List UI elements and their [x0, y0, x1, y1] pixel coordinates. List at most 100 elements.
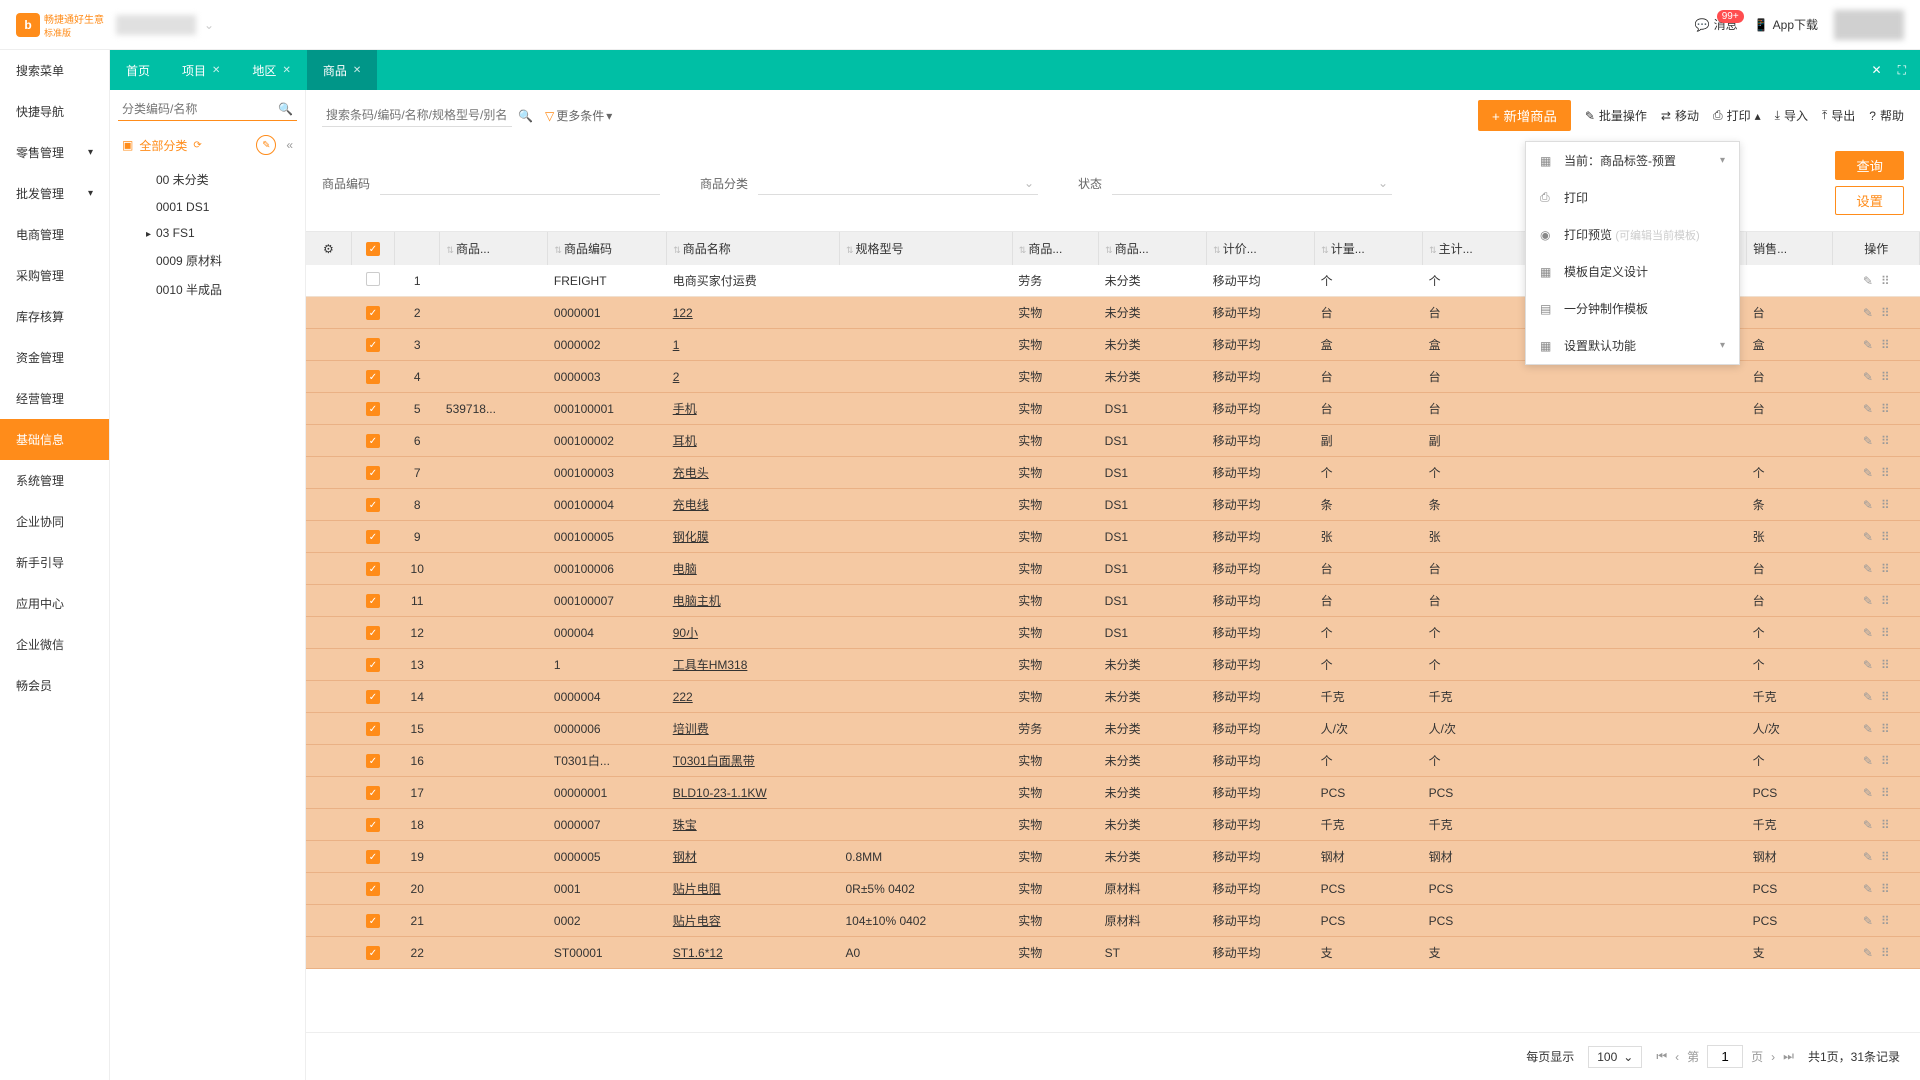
sidebar-item[interactable]: 采购管理 — [0, 255, 109, 296]
edit-icon[interactable]: ✎ — [1863, 658, 1873, 672]
template-design-action[interactable]: ▦ 模板自定义设计 — [1526, 253, 1739, 290]
edit-icon[interactable]: ✎ — [1863, 818, 1873, 832]
product-name-link[interactable]: 贴片电容 — [673, 914, 721, 928]
more-icon[interactable]: ⠿ — [1881, 946, 1890, 960]
table-row[interactable]: ✓5539718...000100001手机实物DS1移动平均台台台✎⠿ — [306, 393, 1920, 425]
more-icon[interactable]: ⠿ — [1881, 402, 1890, 416]
edit-icon[interactable]: ✎ — [1863, 882, 1873, 896]
more-icon[interactable]: ⠿ — [1881, 882, 1890, 896]
row-checkbox[interactable]: ✓ — [366, 338, 380, 352]
table-row[interactable]: ✓210002贴片电容104±10% 0402实物原材料移动平均PCSPCSPC… — [306, 905, 1920, 937]
row-checkbox[interactable]: ✓ — [366, 402, 380, 416]
print-action[interactable]: ⎙ 打印 — [1526, 179, 1739, 216]
more-icon[interactable]: ⠿ — [1881, 498, 1890, 512]
row-checkbox[interactable]: ✓ — [366, 722, 380, 736]
edit-icon[interactable]: ✎ — [1863, 914, 1873, 928]
product-name-link[interactable]: BLD10-23-1.1KW — [673, 786, 767, 800]
sidebar-item[interactable]: 基础信息 — [0, 419, 109, 460]
product-name-link[interactable]: 充电线 — [673, 498, 709, 512]
refresh-icon[interactable]: ⟳ — [193, 140, 201, 151]
print-preview-action[interactable]: ◉ 打印预览 (可编辑当前模板) — [1526, 216, 1739, 253]
tab[interactable]: 项目✕ — [166, 50, 236, 90]
checkbox-column[interactable]: ✓ — [351, 232, 394, 265]
add-product-button[interactable]: + 新增商品 — [1478, 100, 1571, 131]
row-checkbox[interactable]: ✓ — [366, 594, 380, 608]
category-column[interactable]: ⇅商品... — [1099, 232, 1207, 265]
row-checkbox[interactable]: ✓ — [366, 882, 380, 896]
row-checkbox[interactable]: ✓ — [366, 658, 380, 672]
row-checkbox[interactable]: ✓ — [366, 466, 380, 480]
product-name-link[interactable]: T0301白面黑带 — [673, 754, 755, 768]
product-name-link[interactable]: 耳机 — [673, 434, 697, 448]
barcode-column[interactable]: ⇅商品... — [440, 232, 548, 265]
row-checkbox[interactable]: ✓ — [366, 530, 380, 544]
table-row[interactable]: ✓8000100004充电线实物DS1移动平均条条条✎⠿ — [306, 489, 1920, 521]
first-page-button[interactable]: ⏮ — [1656, 1049, 1667, 1064]
product-name-link[interactable]: 电脑主机 — [673, 594, 721, 608]
more-icon[interactable]: ⠿ — [1881, 274, 1890, 288]
page-input[interactable] — [1707, 1045, 1743, 1068]
messages-button[interactable]: 💬 消息 99+ — [1695, 16, 1738, 33]
next-page-button[interactable]: › — [1771, 1050, 1775, 1064]
close-icon[interactable]: ✕ — [353, 65, 361, 76]
edit-icon[interactable]: ✎ — [1863, 946, 1873, 960]
table-row[interactable]: ✓190000005钢材0.8MM实物未分类移动平均钢材钢材钢材✎⠿ — [306, 841, 1920, 873]
table-row[interactable]: ✓22ST00001ST1.6*12A0实物ST移动平均支支支✎⠿ — [306, 937, 1920, 969]
last-page-button[interactable]: ⏭ — [1783, 1049, 1794, 1064]
category-tree-item[interactable]: ▸03 FS1 — [130, 220, 297, 246]
filter-category-select[interactable]: ⌄ — [758, 172, 1038, 195]
row-checkbox[interactable]: ✓ — [366, 370, 380, 384]
sidebar-item[interactable]: 资金管理 — [0, 337, 109, 378]
sidebar-item[interactable]: 经营管理 — [0, 378, 109, 419]
more-conditions-button[interactable]: ▽ 更多条件 ▾ — [545, 107, 612, 124]
batch-button[interactable]: ✎批量操作 — [1585, 107, 1647, 124]
edit-icon[interactable]: ✎ — [1863, 722, 1873, 736]
category-tree-item[interactable]: 0009 原材料 — [130, 246, 297, 275]
more-icon[interactable]: ⠿ — [1881, 466, 1890, 480]
sidebar-item[interactable]: 企业微信 — [0, 624, 109, 665]
row-checkbox[interactable]: ✓ — [366, 498, 380, 512]
edit-icon[interactable]: ✎ — [1863, 306, 1873, 320]
row-checkbox[interactable]: ✓ — [366, 690, 380, 704]
sidebar-item[interactable]: 新手引导 — [0, 542, 109, 583]
table-row[interactable]: ✓10000100006电脑实物DS1移动平均台台台✎⠿ — [306, 553, 1920, 585]
edit-icon[interactable]: ✎ — [1863, 338, 1873, 352]
edit-icon[interactable]: ✎ — [1863, 850, 1873, 864]
sidebar-item[interactable]: 快捷导航 — [0, 91, 109, 132]
more-icon[interactable]: ⠿ — [1881, 850, 1890, 864]
unit-column[interactable]: ⇅计量... — [1315, 232, 1423, 265]
product-name-link[interactable]: 钢化膜 — [673, 530, 709, 544]
name-column[interactable]: ⇅商品名称 — [667, 232, 840, 265]
tab[interactable]: 地区✕ — [236, 50, 306, 90]
product-name-link[interactable]: 222 — [673, 690, 693, 704]
more-icon[interactable]: ⠿ — [1881, 434, 1890, 448]
table-row[interactable]: ✓140000004222实物未分类移动平均千克千克千克✎⠿ — [306, 681, 1920, 713]
gear-column[interactable]: ⚙ — [306, 232, 351, 265]
more-icon[interactable]: ⠿ — [1881, 690, 1890, 704]
product-name-link[interactable]: 2 — [673, 370, 680, 384]
tab-close-all-icon[interactable]: ✕ — [1868, 59, 1886, 81]
category-tree-item[interactable]: 0010 半成品 — [130, 275, 297, 304]
main-unit-column[interactable]: ⇅主计... — [1423, 232, 1531, 265]
product-name-link[interactable]: ST1.6*12 — [673, 946, 723, 960]
table-row[interactable]: ✓1200000490小实物DS1移动平均个个个✎⠿ — [306, 617, 1920, 649]
table-row[interactable]: ✓180000007珠宝实物未分类移动平均千克千克千克✎⠿ — [306, 809, 1920, 841]
more-icon[interactable]: ⠿ — [1881, 338, 1890, 352]
more-icon[interactable]: ⠿ — [1881, 370, 1890, 384]
more-icon[interactable]: ⠿ — [1881, 626, 1890, 640]
logo[interactable]: b 畅捷通好生意 标准版 — [16, 11, 116, 39]
edit-icon[interactable]: ✎ — [256, 135, 276, 155]
search-icon[interactable]: 🔍 — [518, 109, 533, 123]
tab[interactable]: 商品✕ — [307, 50, 377, 90]
tab[interactable]: 首页 — [110, 50, 166, 90]
product-name-link[interactable]: 1 — [673, 338, 680, 352]
more-icon[interactable]: ⠿ — [1881, 530, 1890, 544]
edit-icon[interactable]: ✎ — [1863, 626, 1873, 640]
more-icon[interactable]: ⠿ — [1881, 786, 1890, 800]
category-tree-item[interactable]: 00 未分类 — [130, 165, 297, 194]
import-button[interactable]: ⤓导入 — [1775, 107, 1808, 124]
settings-button[interactable]: 设置 — [1835, 186, 1904, 215]
app-download-button[interactable]: 📱 App下载 — [1754, 16, 1818, 33]
edit-icon[interactable]: ✎ — [1863, 562, 1873, 576]
edit-icon[interactable]: ✎ — [1863, 274, 1873, 288]
